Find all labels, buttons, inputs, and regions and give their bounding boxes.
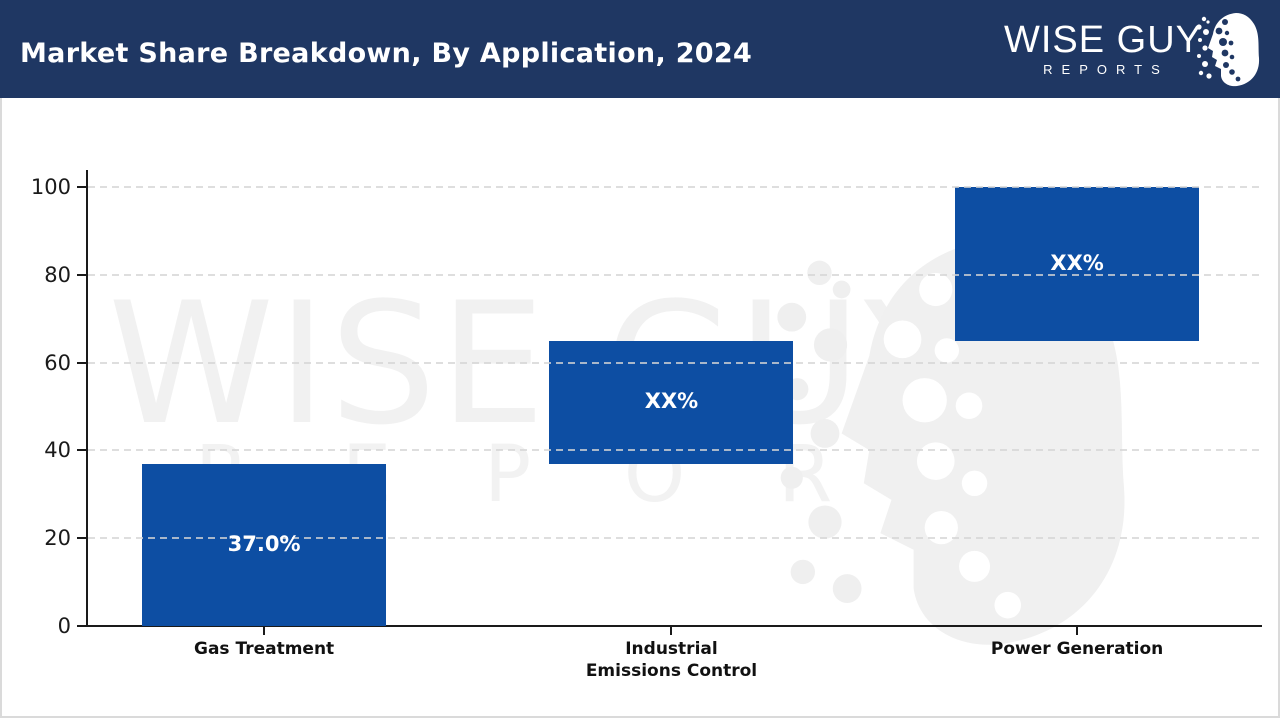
y-tick-label: 0 <box>57 614 71 638</box>
plot-area: 0 20 40 60 80 100 37.0% Gas Treatment XX% Industr… <box>31 170 1262 681</box>
logo-subtitle: REPORTS <box>1043 61 1169 77</box>
y-tick-label: 60 <box>44 350 71 375</box>
bar-industrial-emissions-control <box>549 340 794 464</box>
bar-value-label-power-generation: XX% <box>1050 250 1104 275</box>
bar-power-generation <box>955 187 1200 341</box>
y-tick-mark <box>77 537 86 540</box>
header: Market Share Breakdown, By Application, … <box>0 0 1280 98</box>
bar-gas-treatment <box>142 463 387 626</box>
x-axis-label-industrial-emissions-control: Industrial Emissions Control <box>585 639 758 681</box>
y-tick-label: 80 <box>44 262 71 287</box>
wiseguy-logo-text: WISE GUY REPORTS <box>1003 19 1202 77</box>
right-border <box>1278 98 1280 718</box>
bottom-border <box>0 716 1280 718</box>
x-axis-label-gas-treatment: Gas Treatment <box>194 639 335 659</box>
x-axis-line <box>86 625 1262 627</box>
y-tick-mark <box>77 273 86 276</box>
y-tick-mark <box>77 625 86 627</box>
y-tick-label: 20 <box>44 526 71 551</box>
y-tick-mark <box>77 361 86 364</box>
x-tick-mark <box>670 627 673 635</box>
x-axis-label-power-generation: Power Generation <box>990 639 1164 659</box>
x-tick-mark <box>263 627 266 635</box>
x-tick-mark <box>1076 627 1079 635</box>
y-tick-label: 100 <box>30 175 71 199</box>
logo-wordmark: WISE GUY <box>1003 19 1202 62</box>
y-tick-mark <box>77 186 86 188</box>
y-tick-label: 40 <box>44 438 71 463</box>
left-border <box>0 98 2 718</box>
wiseguy-logo: WISE GUY REPORTS <box>1004 6 1266 92</box>
bar-value-label-gas-treatment: 37.0% <box>227 531 301 556</box>
y-tick-mark <box>77 449 86 452</box>
page-title: Market Share Breakdown, By Application, … <box>20 37 753 69</box>
y-axis-line <box>86 170 88 627</box>
wiseguy-face-icon <box>1196 10 1266 88</box>
bar-value-label-industrial-emissions-control: XX% <box>644 389 699 414</box>
chart-area: WISE GUY R E P O R T S 0 20 40 60 80 100 37.0%… <box>0 98 1280 720</box>
